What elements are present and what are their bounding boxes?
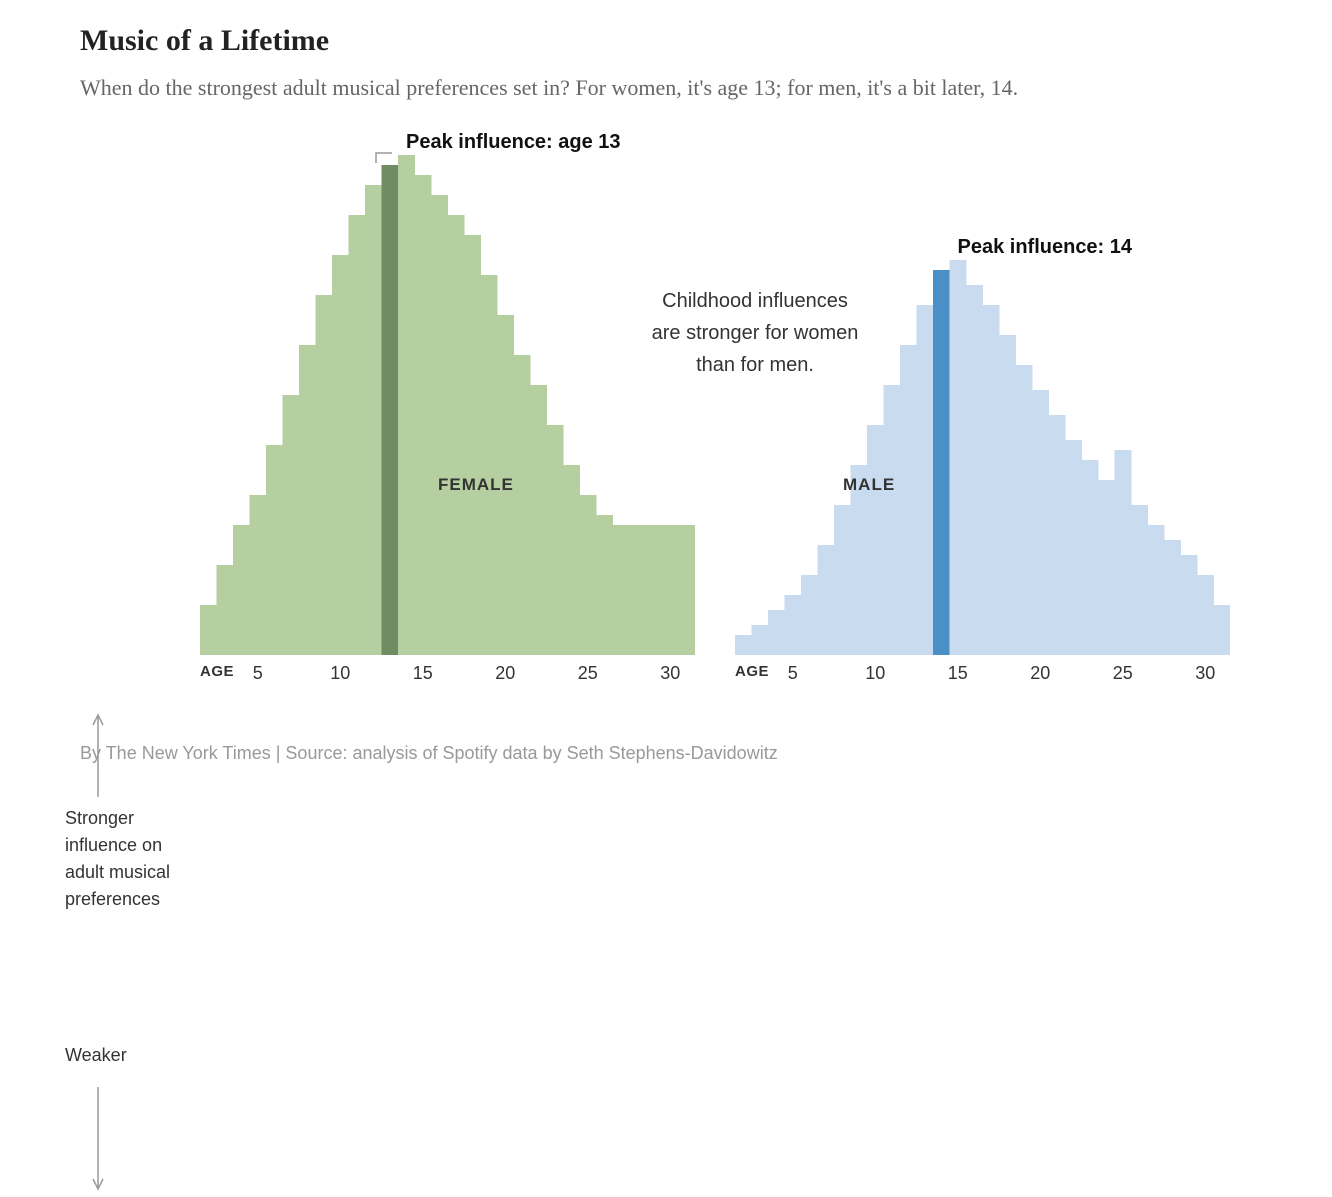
x-tick: 10 bbox=[865, 663, 885, 684]
male-series-label: MALE bbox=[843, 475, 895, 495]
axis-age-label: AGE bbox=[200, 663, 234, 680]
y-axis-arrow bbox=[90, 707, 106, 1197]
female-series-label: FEMALE bbox=[438, 475, 514, 495]
x-tick: 20 bbox=[1030, 663, 1050, 684]
female-peak-label: Peak influence: age 13 bbox=[406, 131, 621, 154]
male-x-axis: AGE 5 10 15 20 25 30 bbox=[735, 655, 1230, 695]
x-tick: 30 bbox=[660, 663, 680, 684]
x-tick: 10 bbox=[330, 663, 350, 684]
female-x-axis: AGE 5 10 15 20 25 30 bbox=[200, 655, 695, 695]
charts-container: Peak influence: age 13 FEMALE AGE5101520… bbox=[200, 135, 1252, 695]
male-bars bbox=[735, 155, 1230, 655]
female-bars bbox=[200, 155, 695, 655]
credit-line: By The New York Times | Source: analysis… bbox=[80, 743, 1252, 764]
figure: Music of a Lifetime When do the stronges… bbox=[0, 0, 1332, 856]
x-tick: 5 bbox=[788, 663, 798, 684]
y-axis-label-weaker: Weaker bbox=[65, 1045, 127, 1066]
x-tick: 5 bbox=[253, 663, 263, 684]
female-chart: Peak influence: age 13 FEMALE AGE5101520… bbox=[200, 135, 695, 695]
chart-subtitle: When do the strongest adult musical pref… bbox=[80, 70, 1080, 105]
x-tick: 25 bbox=[578, 663, 598, 684]
chart-title: Music of a Lifetime bbox=[80, 24, 1252, 58]
x-tick: 20 bbox=[495, 663, 515, 684]
axis-age-label: AGE bbox=[735, 663, 769, 680]
male-chart: Peak influence: 14 MALE AGE51015202530 bbox=[735, 135, 1230, 695]
x-tick: 15 bbox=[948, 663, 968, 684]
y-axis-label-stronger: Stronger influence on adult musical pref… bbox=[65, 805, 200, 913]
x-tick: 25 bbox=[1113, 663, 1133, 684]
x-tick: 15 bbox=[413, 663, 433, 684]
x-tick: 30 bbox=[1195, 663, 1215, 684]
chart-row: Stronger influence on adult musical pref… bbox=[80, 135, 1252, 695]
